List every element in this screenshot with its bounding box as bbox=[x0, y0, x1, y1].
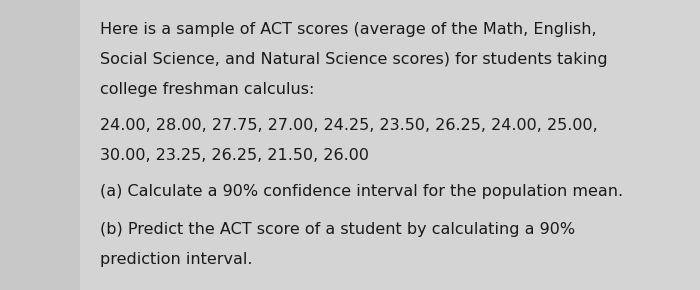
Text: Here is a sample of ACT scores (average of the Math, English,: Here is a sample of ACT scores (average … bbox=[100, 22, 596, 37]
Text: (b) Predict the ACT score of a student by calculating a 90%: (b) Predict the ACT score of a student b… bbox=[100, 222, 575, 237]
Text: Social Science, and Natural Science scores) for students taking: Social Science, and Natural Science scor… bbox=[100, 52, 608, 67]
Text: prediction interval.: prediction interval. bbox=[100, 252, 253, 267]
FancyBboxPatch shape bbox=[80, 0, 700, 290]
Text: 24.00, 28.00, 27.75, 27.00, 24.25, 23.50, 26.25, 24.00, 25.00,: 24.00, 28.00, 27.75, 27.00, 24.25, 23.50… bbox=[100, 118, 598, 133]
Text: 30.00, 23.25, 26.25, 21.50, 26.00: 30.00, 23.25, 26.25, 21.50, 26.00 bbox=[100, 148, 369, 163]
Text: college freshman calculus:: college freshman calculus: bbox=[100, 82, 314, 97]
Text: (a) Calculate a 90% confidence interval for the population mean.: (a) Calculate a 90% confidence interval … bbox=[100, 184, 623, 199]
